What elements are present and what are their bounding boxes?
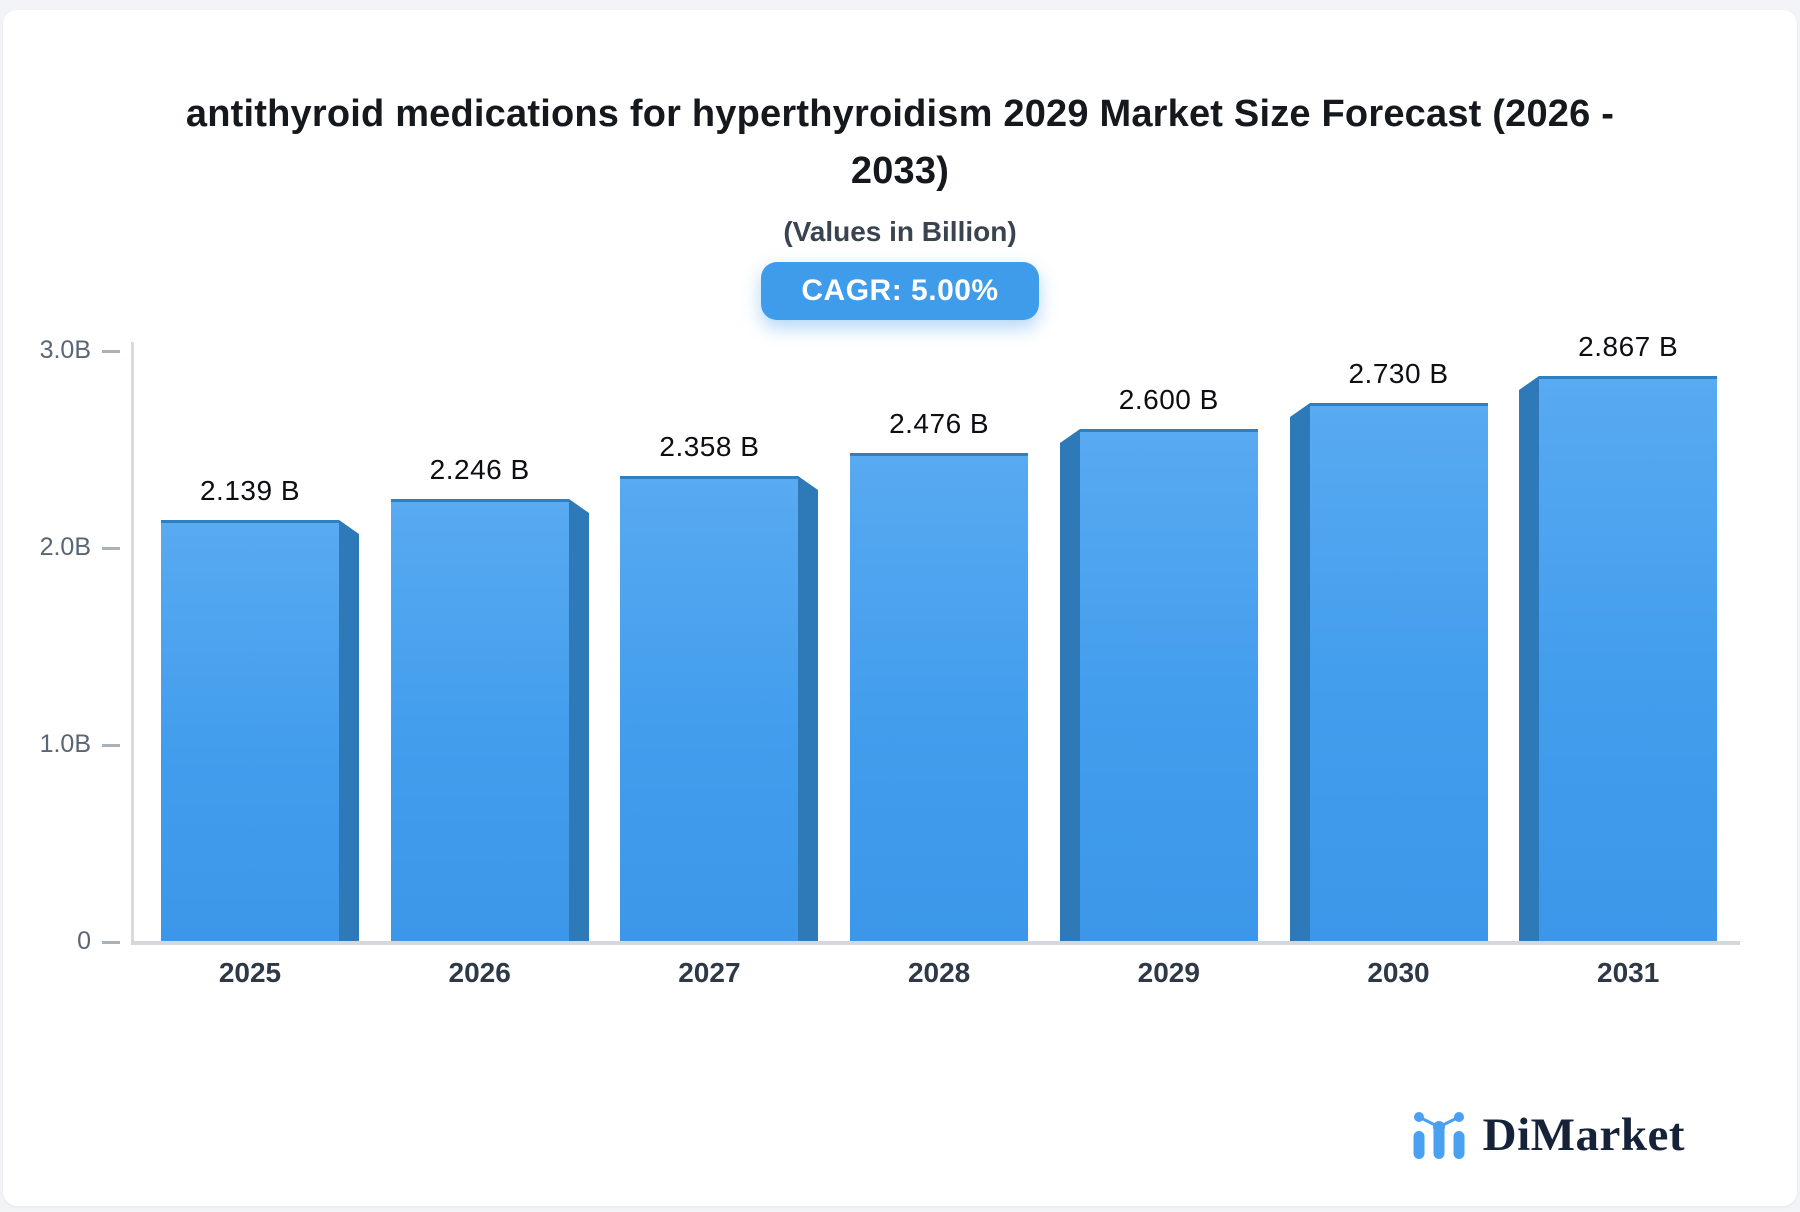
bar <box>1080 429 1258 941</box>
x-axis-label: 2029 <box>1137 957 1200 988</box>
y-tick-label: 3.0B <box>39 336 91 364</box>
bar-value-label: 2.867 B <box>1578 331 1679 362</box>
cagr-badge: CAGR: 5.00% <box>761 262 1039 320</box>
bar <box>391 499 569 941</box>
y-tick-label: 0 <box>77 927 91 955</box>
x-axis-label: 2028 <box>907 957 971 988</box>
x-axis-label: 2026 <box>448 957 511 988</box>
brand-logo-text: DiMarket <box>1482 1109 1685 1161</box>
y-tick-mark <box>102 941 120 944</box>
x-axis-label: 2030 <box>1367 957 1430 988</box>
chart-title: antithyroid medications for hyperthyroid… <box>185 93 1615 192</box>
bar-side <box>1060 429 1080 941</box>
chart-header: antithyroid medications for hyperthyroid… <box>3 86 1797 320</box>
bar-value-label: 2.476 B <box>889 408 990 439</box>
y-tick-mark <box>102 547 120 550</box>
y-tick-label: 2.0B <box>39 533 91 561</box>
bar <box>850 453 1028 941</box>
bar <box>1310 403 1488 941</box>
brand-logo-icon <box>1413 1112 1465 1159</box>
chart-subtitle: (Values in Billion) <box>783 216 1017 247</box>
y-tick-label: 1.0B <box>39 730 91 758</box>
bar-value-label: 2.358 B <box>659 431 760 462</box>
bar-side <box>798 476 818 941</box>
bar-side <box>339 520 359 941</box>
y-tick-mark <box>102 744 120 747</box>
brand-logo: DiMarket <box>1411 1108 1685 1162</box>
chart-card: antithyroid medications for hyperthyroid… <box>3 10 1797 1206</box>
x-axis-label: 2025 <box>218 957 282 988</box>
plot-area: 3.0B 2.0B 1.0B 0 2.139 B 2025 2.246 B 2026 2.358… <box>3 10 1797 1206</box>
bar-side <box>569 499 589 941</box>
bar-side <box>1290 403 1310 941</box>
x-axis-label: 2031 <box>1597 957 1660 988</box>
bar <box>1539 376 1717 941</box>
x-axis-label: 2027 <box>678 957 741 988</box>
bar-value-label: 2.600 B <box>1118 384 1219 415</box>
bar-side <box>1519 376 1539 941</box>
x-axis-line <box>131 941 1740 945</box>
y-tick-mark <box>102 350 120 353</box>
bar-value-label: 2.246 B <box>429 454 530 485</box>
bar-value-label: 2.730 B <box>1348 358 1449 389</box>
bar-value-label: 2.139 B <box>199 475 301 506</box>
y-axis-line <box>131 342 134 945</box>
bar <box>620 476 798 941</box>
bar <box>161 520 339 941</box>
